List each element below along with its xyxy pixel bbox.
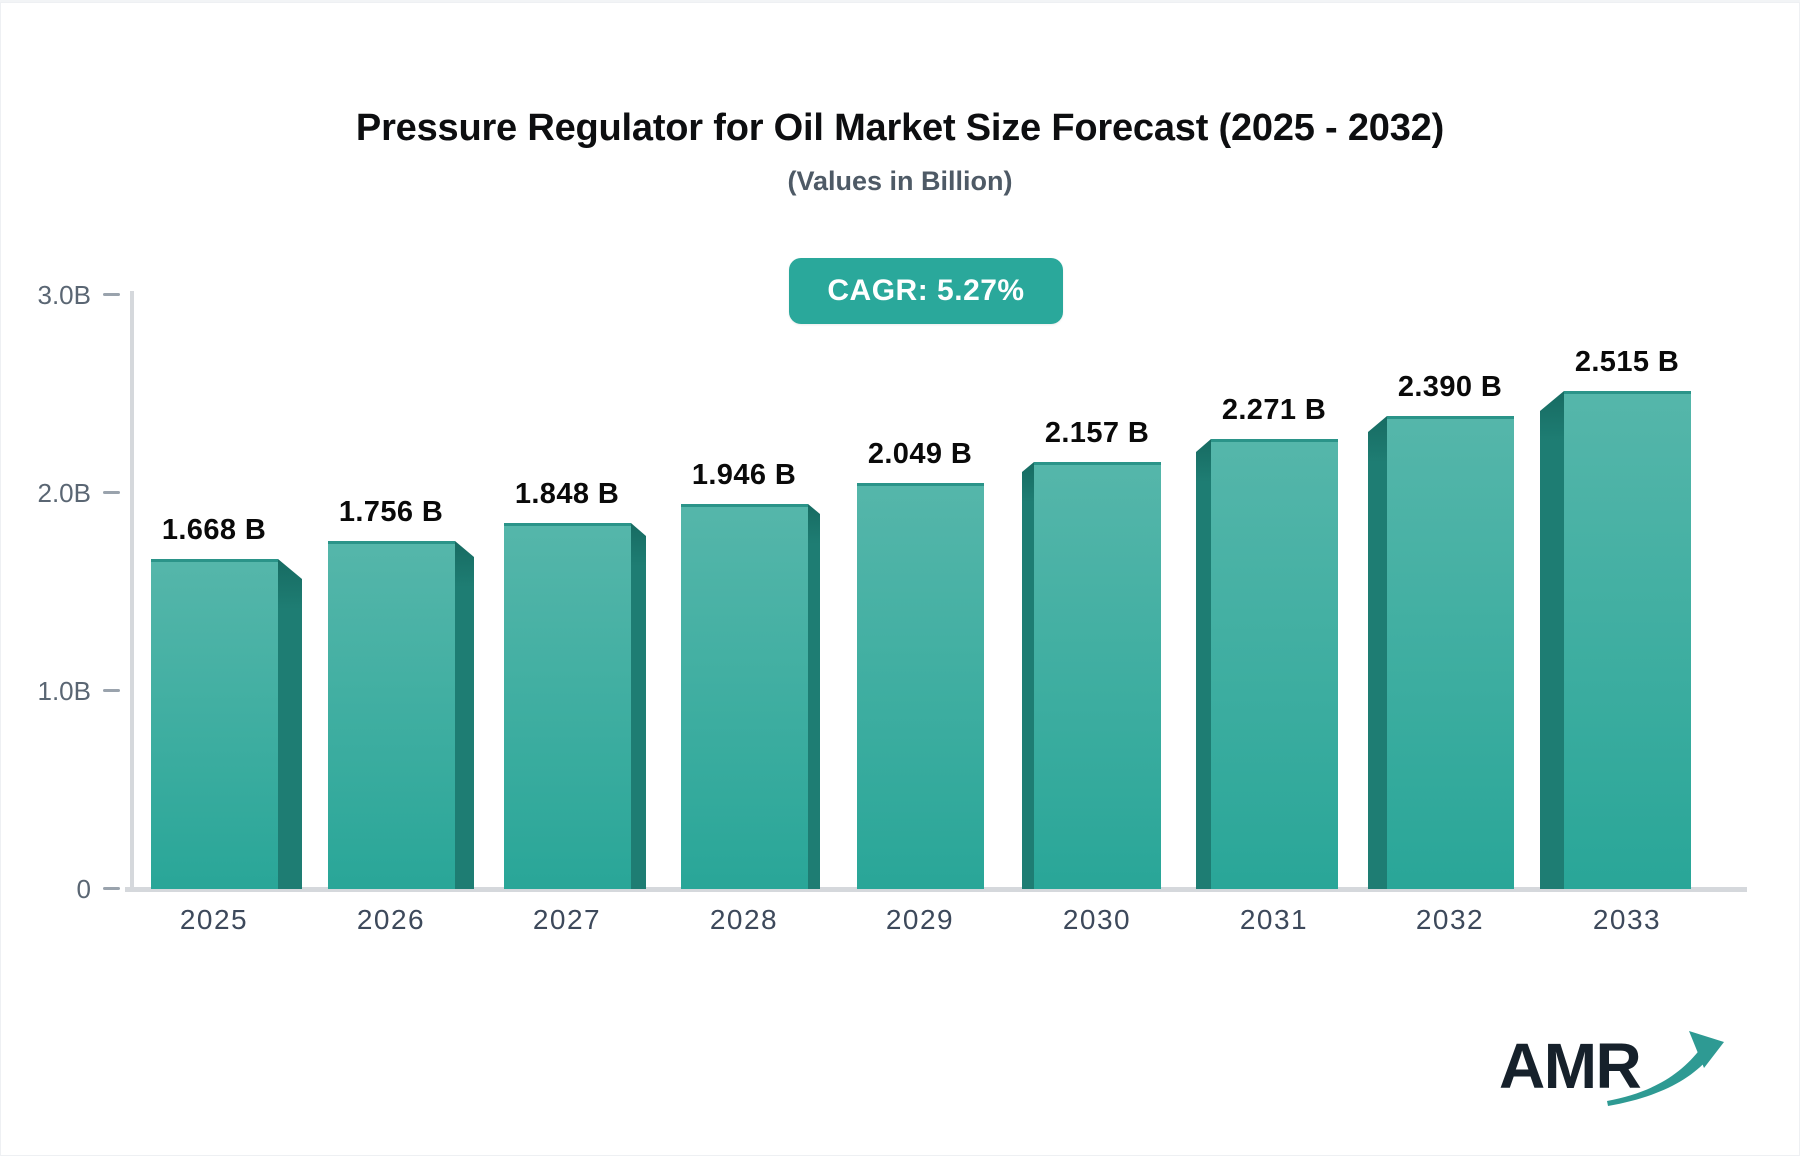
x-axis-label: 2032	[1415, 904, 1485, 935]
chart-subtitle: (Values in Billion)	[787, 166, 1013, 196]
bar-value-label: 2.515 B	[1574, 346, 1680, 378]
bar-value-label: 2.049 B	[867, 438, 973, 470]
y-axis-tick-label: 1.0B	[37, 676, 92, 706]
bar-side-3d	[1540, 391, 1564, 889]
bar-2027	[504, 523, 631, 889]
cagr-badge: CAGR: 5.27%	[789, 258, 1063, 324]
x-axis-label: 2029	[885, 904, 955, 935]
x-axis-label: 2028	[709, 904, 779, 935]
bar-2033	[1564, 391, 1691, 889]
y-axis-line	[130, 291, 134, 889]
bar-value-label: 2.271 B	[1221, 394, 1327, 426]
x-axis-label: 2027	[532, 904, 602, 935]
bar-side-3d	[1368, 416, 1387, 889]
bar-value-label: 1.946 B	[691, 459, 797, 491]
growth-arrow-icon	[1607, 1031, 1724, 1106]
chart-header: Pressure Regulator for Oil Market Size F…	[1, 107, 1799, 197]
bar-side-3d	[278, 559, 302, 889]
bar-side-3d	[1022, 462, 1034, 889]
bar-value-label: 1.848 B	[514, 478, 620, 510]
bar-2030	[1034, 462, 1161, 889]
bar-2029	[857, 483, 984, 889]
bar-2031	[1211, 439, 1338, 889]
y-axis-tick-mark	[103, 689, 120, 692]
bar-side-3d	[455, 541, 474, 889]
bar-value-label: 2.157 B	[1044, 417, 1150, 449]
y-axis-tick-label: 0	[76, 874, 91, 904]
x-axis-label: 2026	[356, 904, 426, 935]
x-axis-label: 2031	[1239, 904, 1309, 935]
bar-2032	[1387, 416, 1514, 889]
bar-value-label: 1.668 B	[161, 514, 267, 546]
bar-value-label: 2.390 B	[1397, 371, 1503, 403]
bar-side-3d	[808, 504, 820, 889]
bar-2025	[151, 559, 278, 889]
chart-title: Pressure Regulator for Oil Market Size F…	[355, 107, 1445, 149]
y-axis-tick-mark	[103, 293, 120, 296]
x-axis-label: 2033	[1592, 904, 1662, 935]
x-axis-label: 2030	[1062, 904, 1132, 935]
y-axis-tick-label: 3.0B	[37, 280, 92, 310]
bar-side-3d	[631, 523, 646, 889]
y-axis-tick-label: 2.0B	[37, 478, 92, 508]
y-axis-tick-mark	[103, 887, 120, 890]
bar-2028	[681, 504, 808, 889]
x-axis-label: 2025	[179, 904, 249, 935]
bar-side-3d	[1196, 439, 1211, 889]
amr-logo-text: AMR	[1499, 1030, 1642, 1102]
x-axis-baseline	[125, 887, 1747, 892]
y-axis-tick-mark	[103, 491, 120, 494]
amr-logo: AMR	[1499, 1030, 1724, 1106]
bar-value-label: 1.756 B	[338, 496, 444, 528]
plot-area: 3.0B 2.0B 1.0B 0 1.668 B 2025 1.756 B 2026 1.848…	[1, 3, 1799, 1155]
bar-2026	[328, 541, 455, 889]
